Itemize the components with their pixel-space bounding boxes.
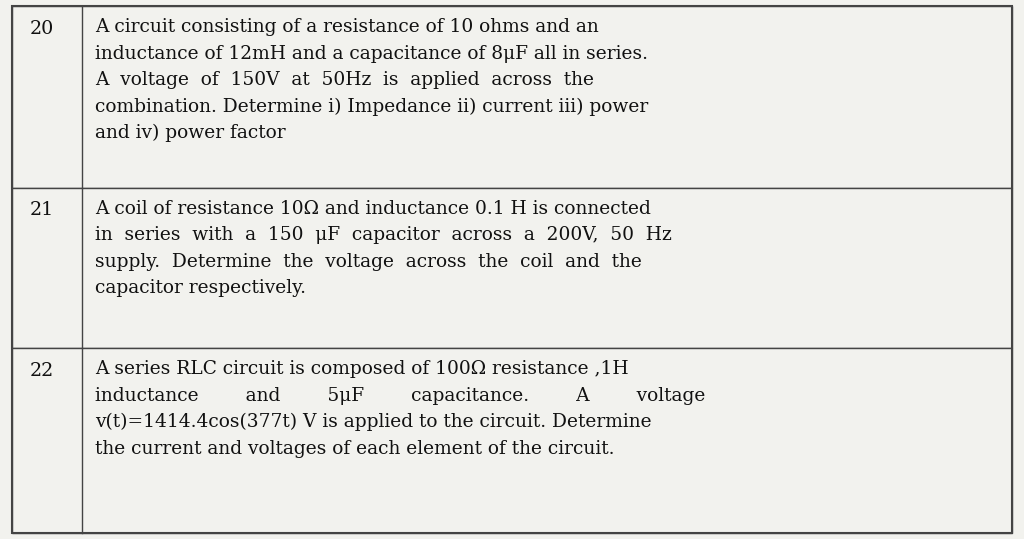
Text: capacitor respectively.: capacitor respectively. <box>95 279 306 297</box>
Text: v(t)=1414.4cos(377t) V is applied to the circuit. Determine: v(t)=1414.4cos(377t) V is applied to the… <box>95 413 652 431</box>
Bar <box>12 6 1012 188</box>
Bar <box>12 348 1012 533</box>
Text: the current and voltages of each element of the circuit.: the current and voltages of each element… <box>95 439 614 458</box>
Text: supply.  Determine  the  voltage  across  the  coil  and  the: supply. Determine the voltage across the… <box>95 253 642 271</box>
Text: in  series  with  a  150  μF  capacitor  across  a  200V,  50  Hz: in series with a 150 μF capacitor across… <box>95 226 672 244</box>
Text: A circuit consisting of a resistance of 10 ohms and an: A circuit consisting of a resistance of … <box>95 18 599 36</box>
Bar <box>12 188 1012 348</box>
Text: A coil of resistance 10Ω and inductance 0.1 H is connected: A coil of resistance 10Ω and inductance … <box>95 200 651 218</box>
Text: and iv) power factor: and iv) power factor <box>95 124 286 142</box>
Text: 22: 22 <box>30 362 53 380</box>
Text: 20: 20 <box>30 20 53 38</box>
Text: inductance of 12mH and a capacitance of 8μF all in series.: inductance of 12mH and a capacitance of … <box>95 45 648 63</box>
Text: A  voltage  of  150V  at  50Hz  is  applied  across  the: A voltage of 150V at 50Hz is applied acr… <box>95 71 594 89</box>
Text: A series RLC circuit is composed of 100Ω resistance ,1H: A series RLC circuit is composed of 100Ω… <box>95 360 629 378</box>
Text: inductance        and        5μF        capacitance.        A        voltage: inductance and 5μF capacitance. A voltag… <box>95 386 706 405</box>
Text: combination. Determine i) Impedance ii) current iii) power: combination. Determine i) Impedance ii) … <box>95 98 648 116</box>
Text: 21: 21 <box>30 202 53 219</box>
